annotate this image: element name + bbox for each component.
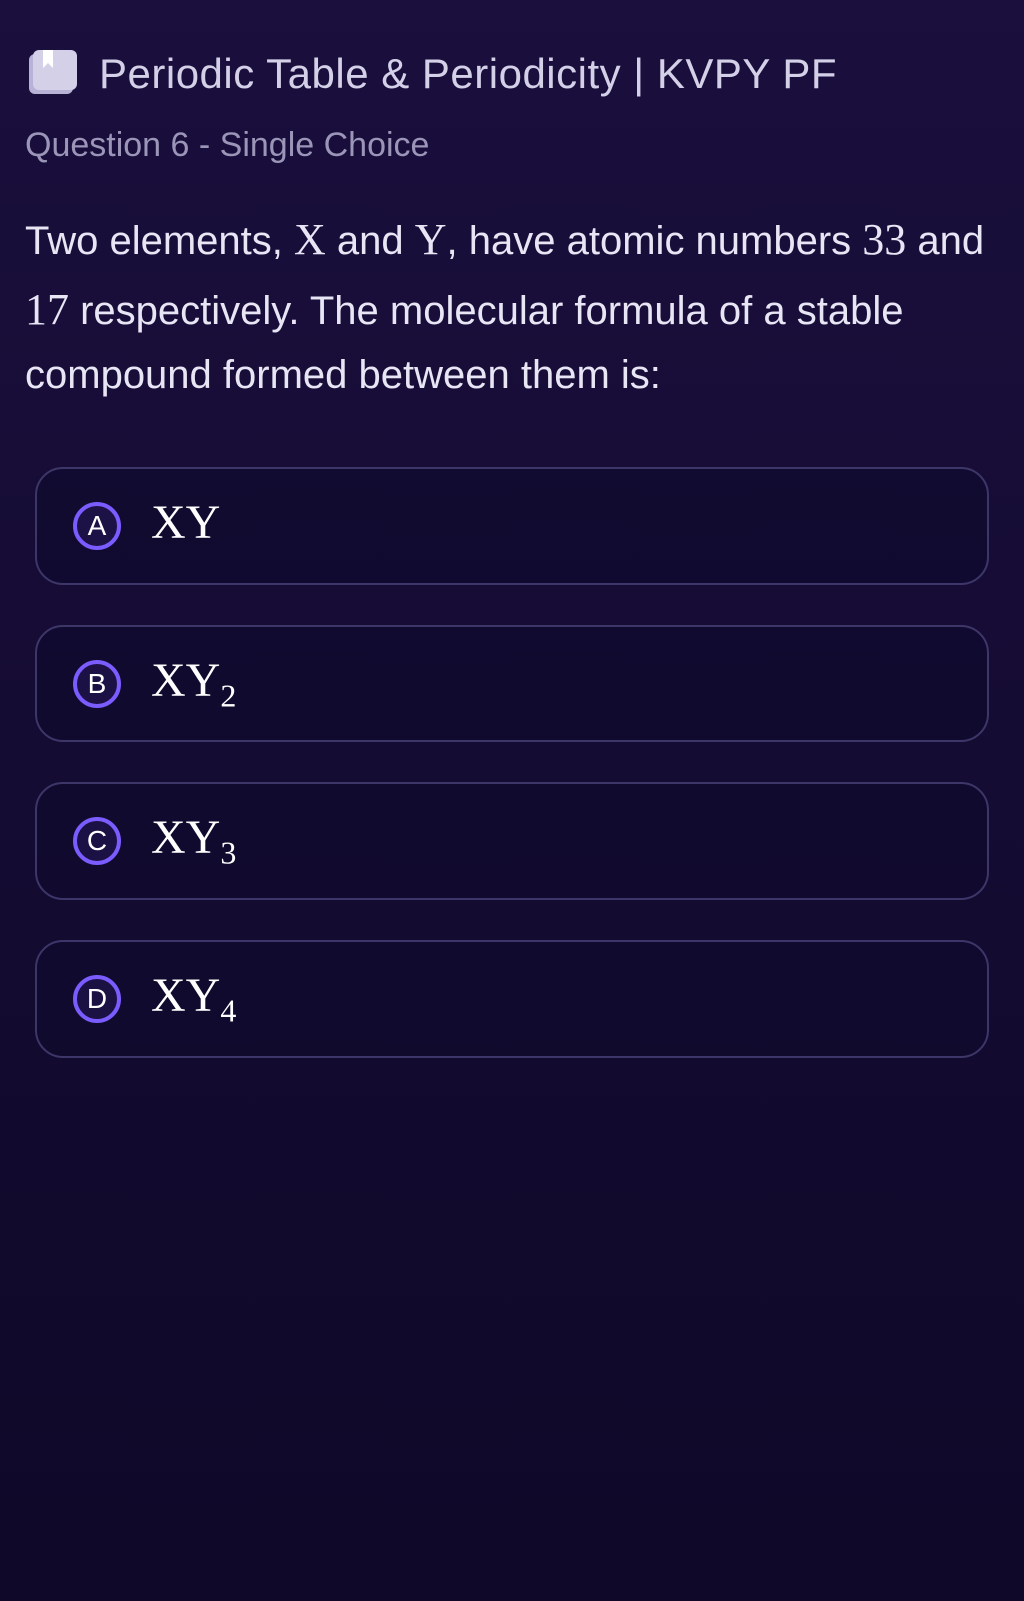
math-variable-y: Y: [415, 215, 447, 264]
option-letter-badge: A: [73, 502, 121, 550]
book-icon: [25, 50, 79, 98]
question-text-part: and: [906, 219, 984, 263]
formula-sub: 3: [220, 835, 236, 871]
options-list: A XY B XY2 C XY3 D XY4: [25, 467, 999, 1057]
formula-sub: 4: [220, 993, 236, 1029]
option-b[interactable]: B XY2: [35, 625, 989, 743]
math-number: 33: [862, 215, 906, 264]
formula-sub: 2: [220, 677, 236, 713]
option-letter-badge: B: [73, 660, 121, 708]
option-formula: XY4: [151, 968, 236, 1030]
formula-base: XY: [151, 496, 220, 549]
option-d[interactable]: D XY4: [35, 940, 989, 1058]
question-text-part: respectively. The molecular formula of a…: [25, 289, 903, 398]
option-letter-badge: D: [73, 975, 121, 1023]
math-variable-x: X: [294, 215, 326, 264]
math-number: 17: [25, 285, 69, 334]
question-meta: Question 6 - Single Choice: [25, 126, 999, 165]
question-text-part: Two elements,: [25, 219, 294, 263]
option-formula: XY3: [151, 810, 236, 872]
question-text-part: , have atomic numbers: [447, 219, 863, 263]
header-row: Periodic Table & Periodicity | KVPY PF: [25, 50, 999, 98]
formula-base: XY: [151, 654, 220, 707]
option-letter-badge: C: [73, 817, 121, 865]
option-formula: XY2: [151, 653, 236, 715]
formula-base: XY: [151, 811, 220, 864]
option-formula: XY: [151, 495, 220, 557]
option-c[interactable]: C XY3: [35, 782, 989, 900]
quiz-container: Periodic Table & Periodicity | KVPY PF Q…: [0, 0, 1024, 1058]
question-text-part: and: [326, 219, 415, 263]
question-text: Two elements, X and Y, have atomic numbe…: [25, 205, 999, 407]
option-a[interactable]: A XY: [35, 467, 989, 585]
formula-base: XY: [151, 969, 220, 1022]
topic-title: Periodic Table & Periodicity | KVPY PF: [99, 50, 837, 98]
